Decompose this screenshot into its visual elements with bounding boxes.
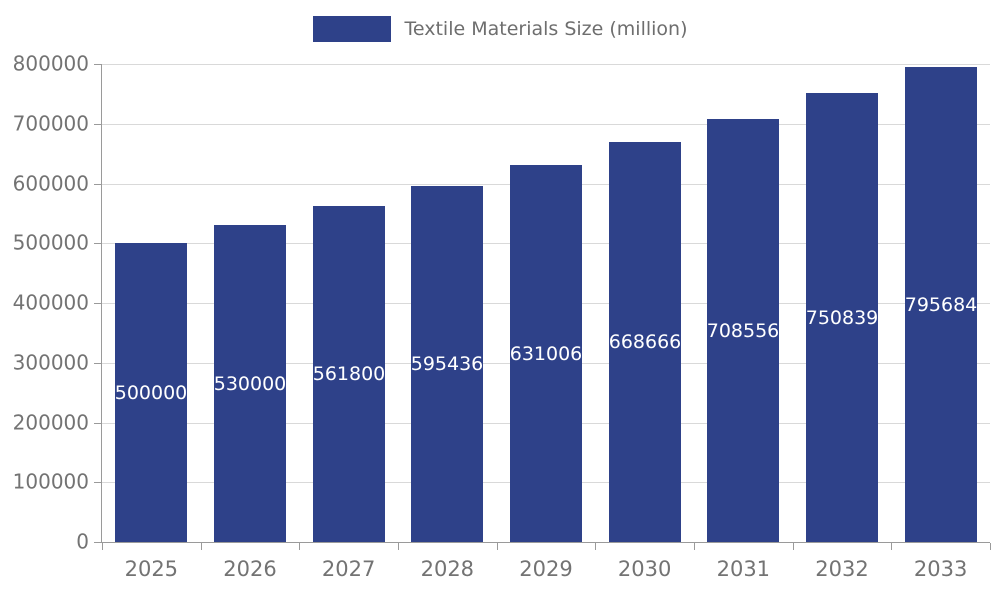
- x-tick-label: 2033: [913, 557, 968, 581]
- y-tick-label: 300000: [12, 350, 89, 375]
- y-tick-mark: [94, 542, 101, 543]
- y-tick-mark: [94, 482, 101, 484]
- bar: 668666: [609, 142, 681, 542]
- x-tick-mark: [595, 543, 597, 550]
- x-tick-label: 2032: [815, 557, 869, 581]
- x-tick-label: 2031: [716, 557, 771, 581]
- x-tick-label: 2029: [519, 557, 573, 581]
- bar-value-label: 500000: [114, 381, 188, 404]
- plot-area: 0 100000 200000 300000 400000 500000 600000 700…: [13, 52, 991, 581]
- bar-value-label: 595436: [410, 353, 484, 375]
- y-tick-mark: [94, 123, 101, 125]
- bar: 530000: [214, 225, 286, 542]
- y-tick-label: 800000: [12, 51, 89, 76]
- y-tick-mark: [94, 422, 101, 424]
- bar: 561800: [313, 206, 385, 542]
- x-tick-mark: [299, 543, 301, 550]
- y-tick-label: 700000: [12, 111, 89, 136]
- bar-value-label: 708556: [706, 319, 780, 342]
- y-tick-label: 0: [76, 529, 89, 554]
- x-axis-line: [101, 542, 990, 543]
- bar: 795684: [905, 67, 977, 542]
- x-tick-label: 2027: [321, 557, 376, 581]
- y-tick-mark: [94, 362, 101, 364]
- bar: 631006: [510, 165, 582, 542]
- x-tick-mark: [102, 543, 103, 550]
- y-tick-label: 400000: [12, 290, 89, 315]
- y-axis-line: [101, 64, 102, 542]
- x-tick-label: 2028: [420, 557, 475, 581]
- x-tick-label: 2026: [223, 557, 277, 581]
- bar: 595436: [411, 186, 483, 542]
- gridline: [102, 123, 990, 125]
- x-tick-label: 2030: [617, 557, 672, 581]
- bar-value-label: 561800: [312, 363, 386, 385]
- bar-value-label: 750839: [805, 306, 879, 329]
- legend-label: Textile Materials Size (million): [404, 18, 688, 40]
- y-tick-label: 600000: [12, 171, 89, 196]
- y-tick-mark: [94, 303, 101, 304]
- bar: 708556: [707, 119, 779, 542]
- x-tick-mark: [990, 543, 991, 550]
- y-tick-label: 500000: [12, 230, 89, 255]
- y-tick-label: 100000: [12, 469, 89, 494]
- y-tick-mark: [94, 64, 101, 65]
- bar-value-label: 668666: [608, 331, 682, 353]
- x-tick-mark: [891, 543, 893, 550]
- bar-value-label: 530000: [213, 372, 287, 395]
- legend-swatch: [312, 16, 391, 42]
- x-tick-label: 2025: [124, 557, 179, 581]
- y-tick-mark: [94, 183, 101, 185]
- chart-legend: Textile Materials Size (million): [0, 16, 1000, 42]
- bar-value-label: 631006: [509, 342, 583, 365]
- y-tick-mark: [94, 243, 101, 245]
- bar-value-label: 795684: [904, 293, 978, 316]
- bar: 750839: [806, 93, 878, 542]
- x-tick-mark: [496, 543, 498, 550]
- x-tick-mark: [398, 543, 399, 550]
- x-tick-mark: [694, 543, 695, 550]
- bar: 500000: [115, 243, 187, 542]
- gridline: [102, 64, 990, 65]
- x-tick-mark: [200, 543, 202, 550]
- x-tick-mark: [792, 543, 794, 550]
- y-tick-label: 200000: [12, 410, 89, 435]
